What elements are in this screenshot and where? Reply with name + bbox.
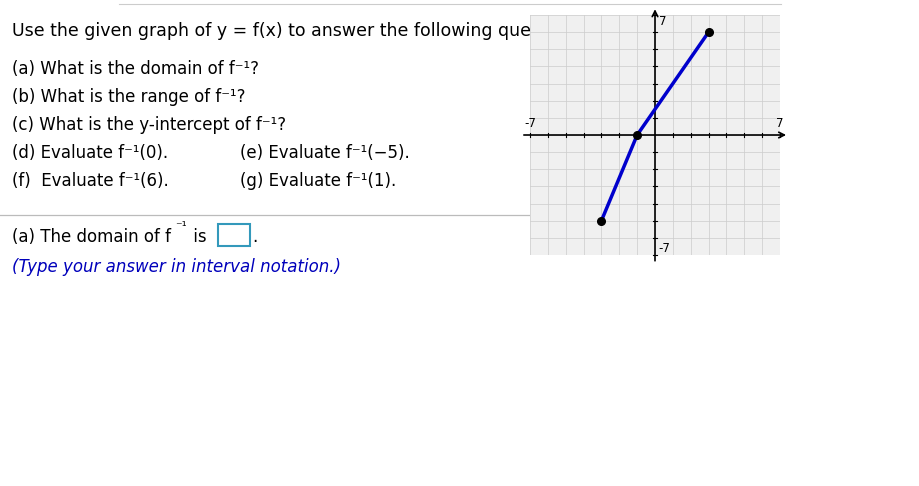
Text: -7: -7 xyxy=(659,242,671,255)
Text: 7: 7 xyxy=(777,117,784,130)
Text: .: . xyxy=(252,228,257,246)
Text: (b) What is the range of f⁻¹?: (b) What is the range of f⁻¹? xyxy=(12,88,245,106)
Text: (a) What is the domain of f⁻¹?: (a) What is the domain of f⁻¹? xyxy=(12,60,259,78)
Text: Use the given graph of y = f(x) to answer the following questions.: Use the given graph of y = f(x) to answe… xyxy=(12,22,588,40)
Text: is: is xyxy=(188,228,207,246)
FancyBboxPatch shape xyxy=(218,224,250,246)
Text: (Type your answer in interval notation.): (Type your answer in interval notation.) xyxy=(12,258,341,276)
Text: 7: 7 xyxy=(659,15,666,28)
Text: (e) Evaluate f⁻¹(−5).: (e) Evaluate f⁻¹(−5). xyxy=(240,144,410,162)
Text: (d) Evaluate f⁻¹(0).: (d) Evaluate f⁻¹(0). xyxy=(12,144,168,162)
Text: (a) The domain of f: (a) The domain of f xyxy=(12,228,171,246)
Text: -7: -7 xyxy=(524,117,536,130)
Text: (g) Evaluate f⁻¹(1).: (g) Evaluate f⁻¹(1). xyxy=(240,172,396,190)
Text: (c) What is the y-intercept of f⁻¹?: (c) What is the y-intercept of f⁻¹? xyxy=(12,116,286,134)
Text: ⁻¹: ⁻¹ xyxy=(175,220,187,233)
Text: (f)  Evaluate f⁻¹(6).: (f) Evaluate f⁻¹(6). xyxy=(12,172,169,190)
